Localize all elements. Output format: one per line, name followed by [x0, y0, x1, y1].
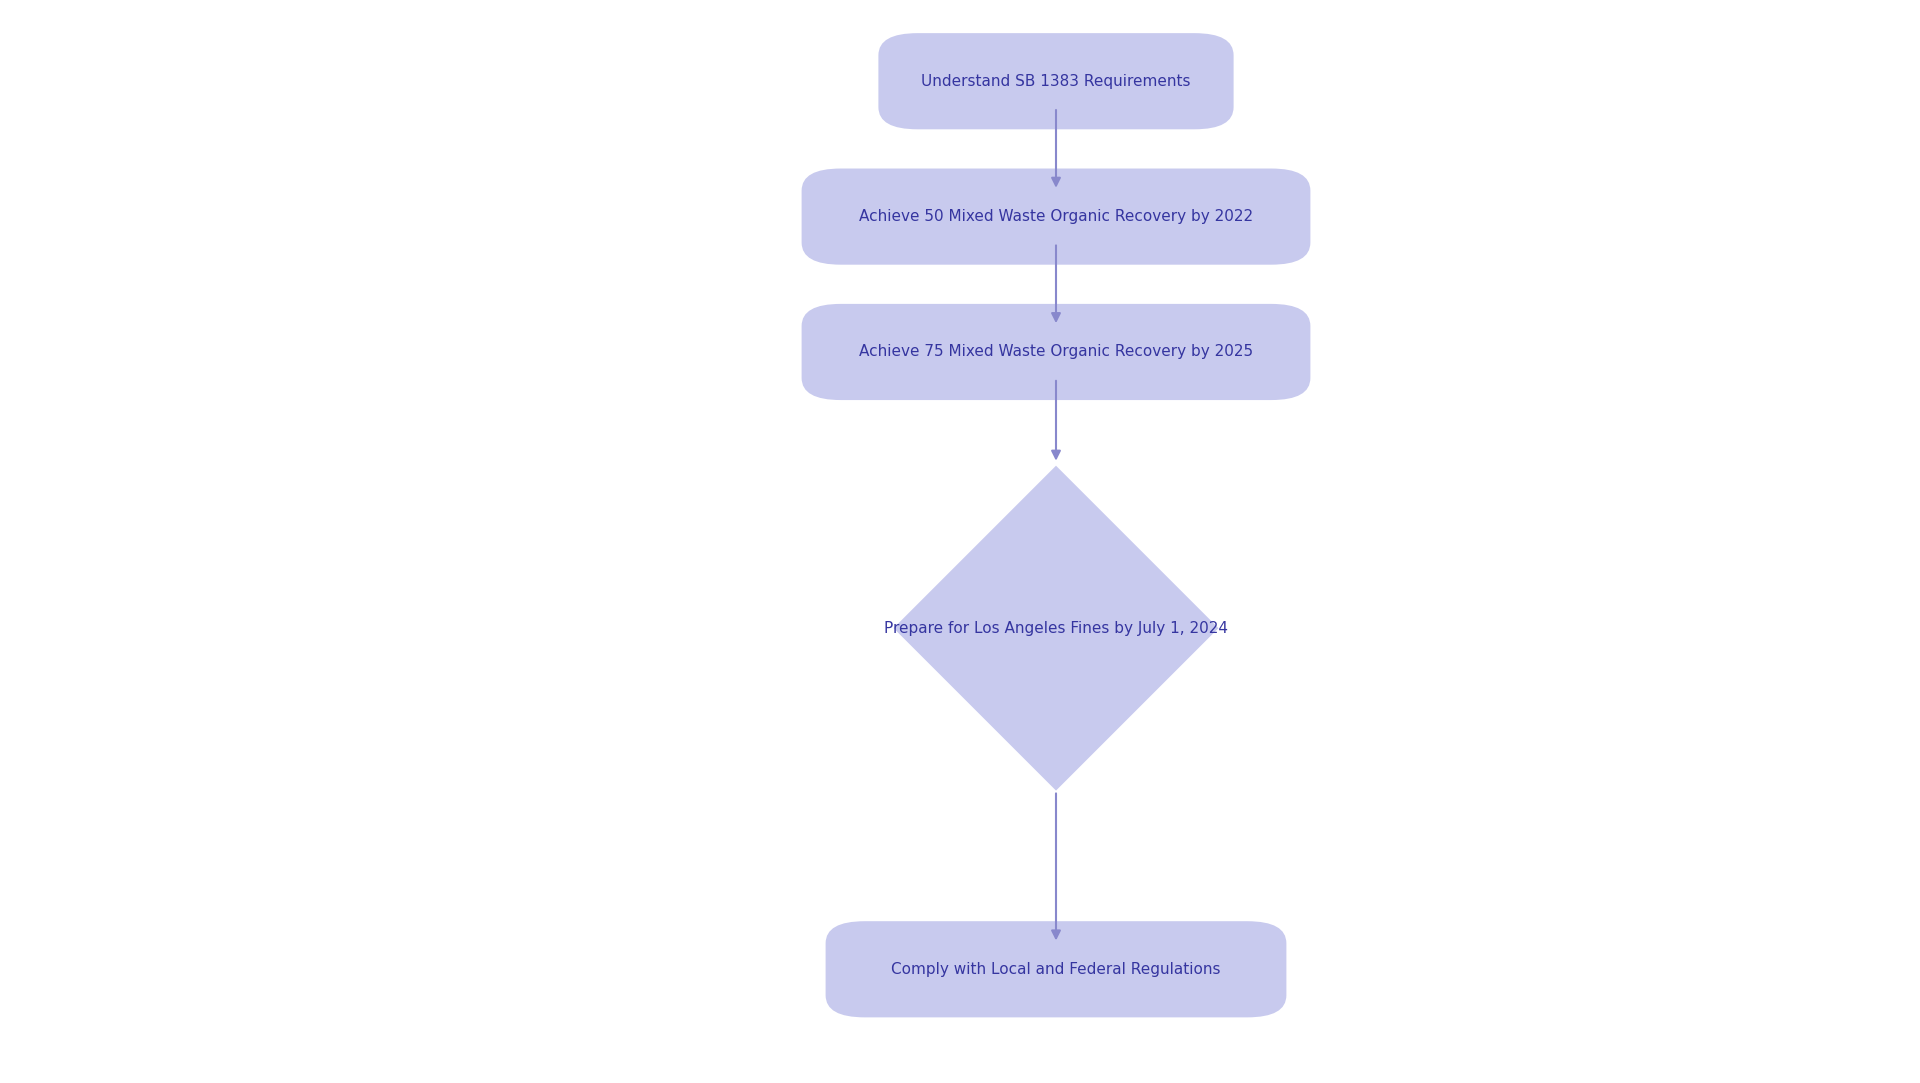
Text: Understand SB 1383 Requirements: Understand SB 1383 Requirements	[922, 74, 1190, 89]
FancyBboxPatch shape	[803, 304, 1309, 400]
FancyBboxPatch shape	[879, 34, 1235, 129]
FancyBboxPatch shape	[826, 922, 1286, 1017]
Polygon shape	[893, 466, 1219, 791]
Text: Achieve 50 Mixed Waste Organic Recovery by 2022: Achieve 50 Mixed Waste Organic Recovery …	[858, 209, 1254, 224]
Text: Comply with Local and Federal Regulations: Comply with Local and Federal Regulation…	[891, 962, 1221, 977]
Text: Prepare for Los Angeles Fines by July 1, 2024: Prepare for Los Angeles Fines by July 1,…	[883, 621, 1229, 636]
Text: Achieve 75 Mixed Waste Organic Recovery by 2025: Achieve 75 Mixed Waste Organic Recovery …	[858, 344, 1254, 360]
FancyBboxPatch shape	[803, 169, 1309, 264]
